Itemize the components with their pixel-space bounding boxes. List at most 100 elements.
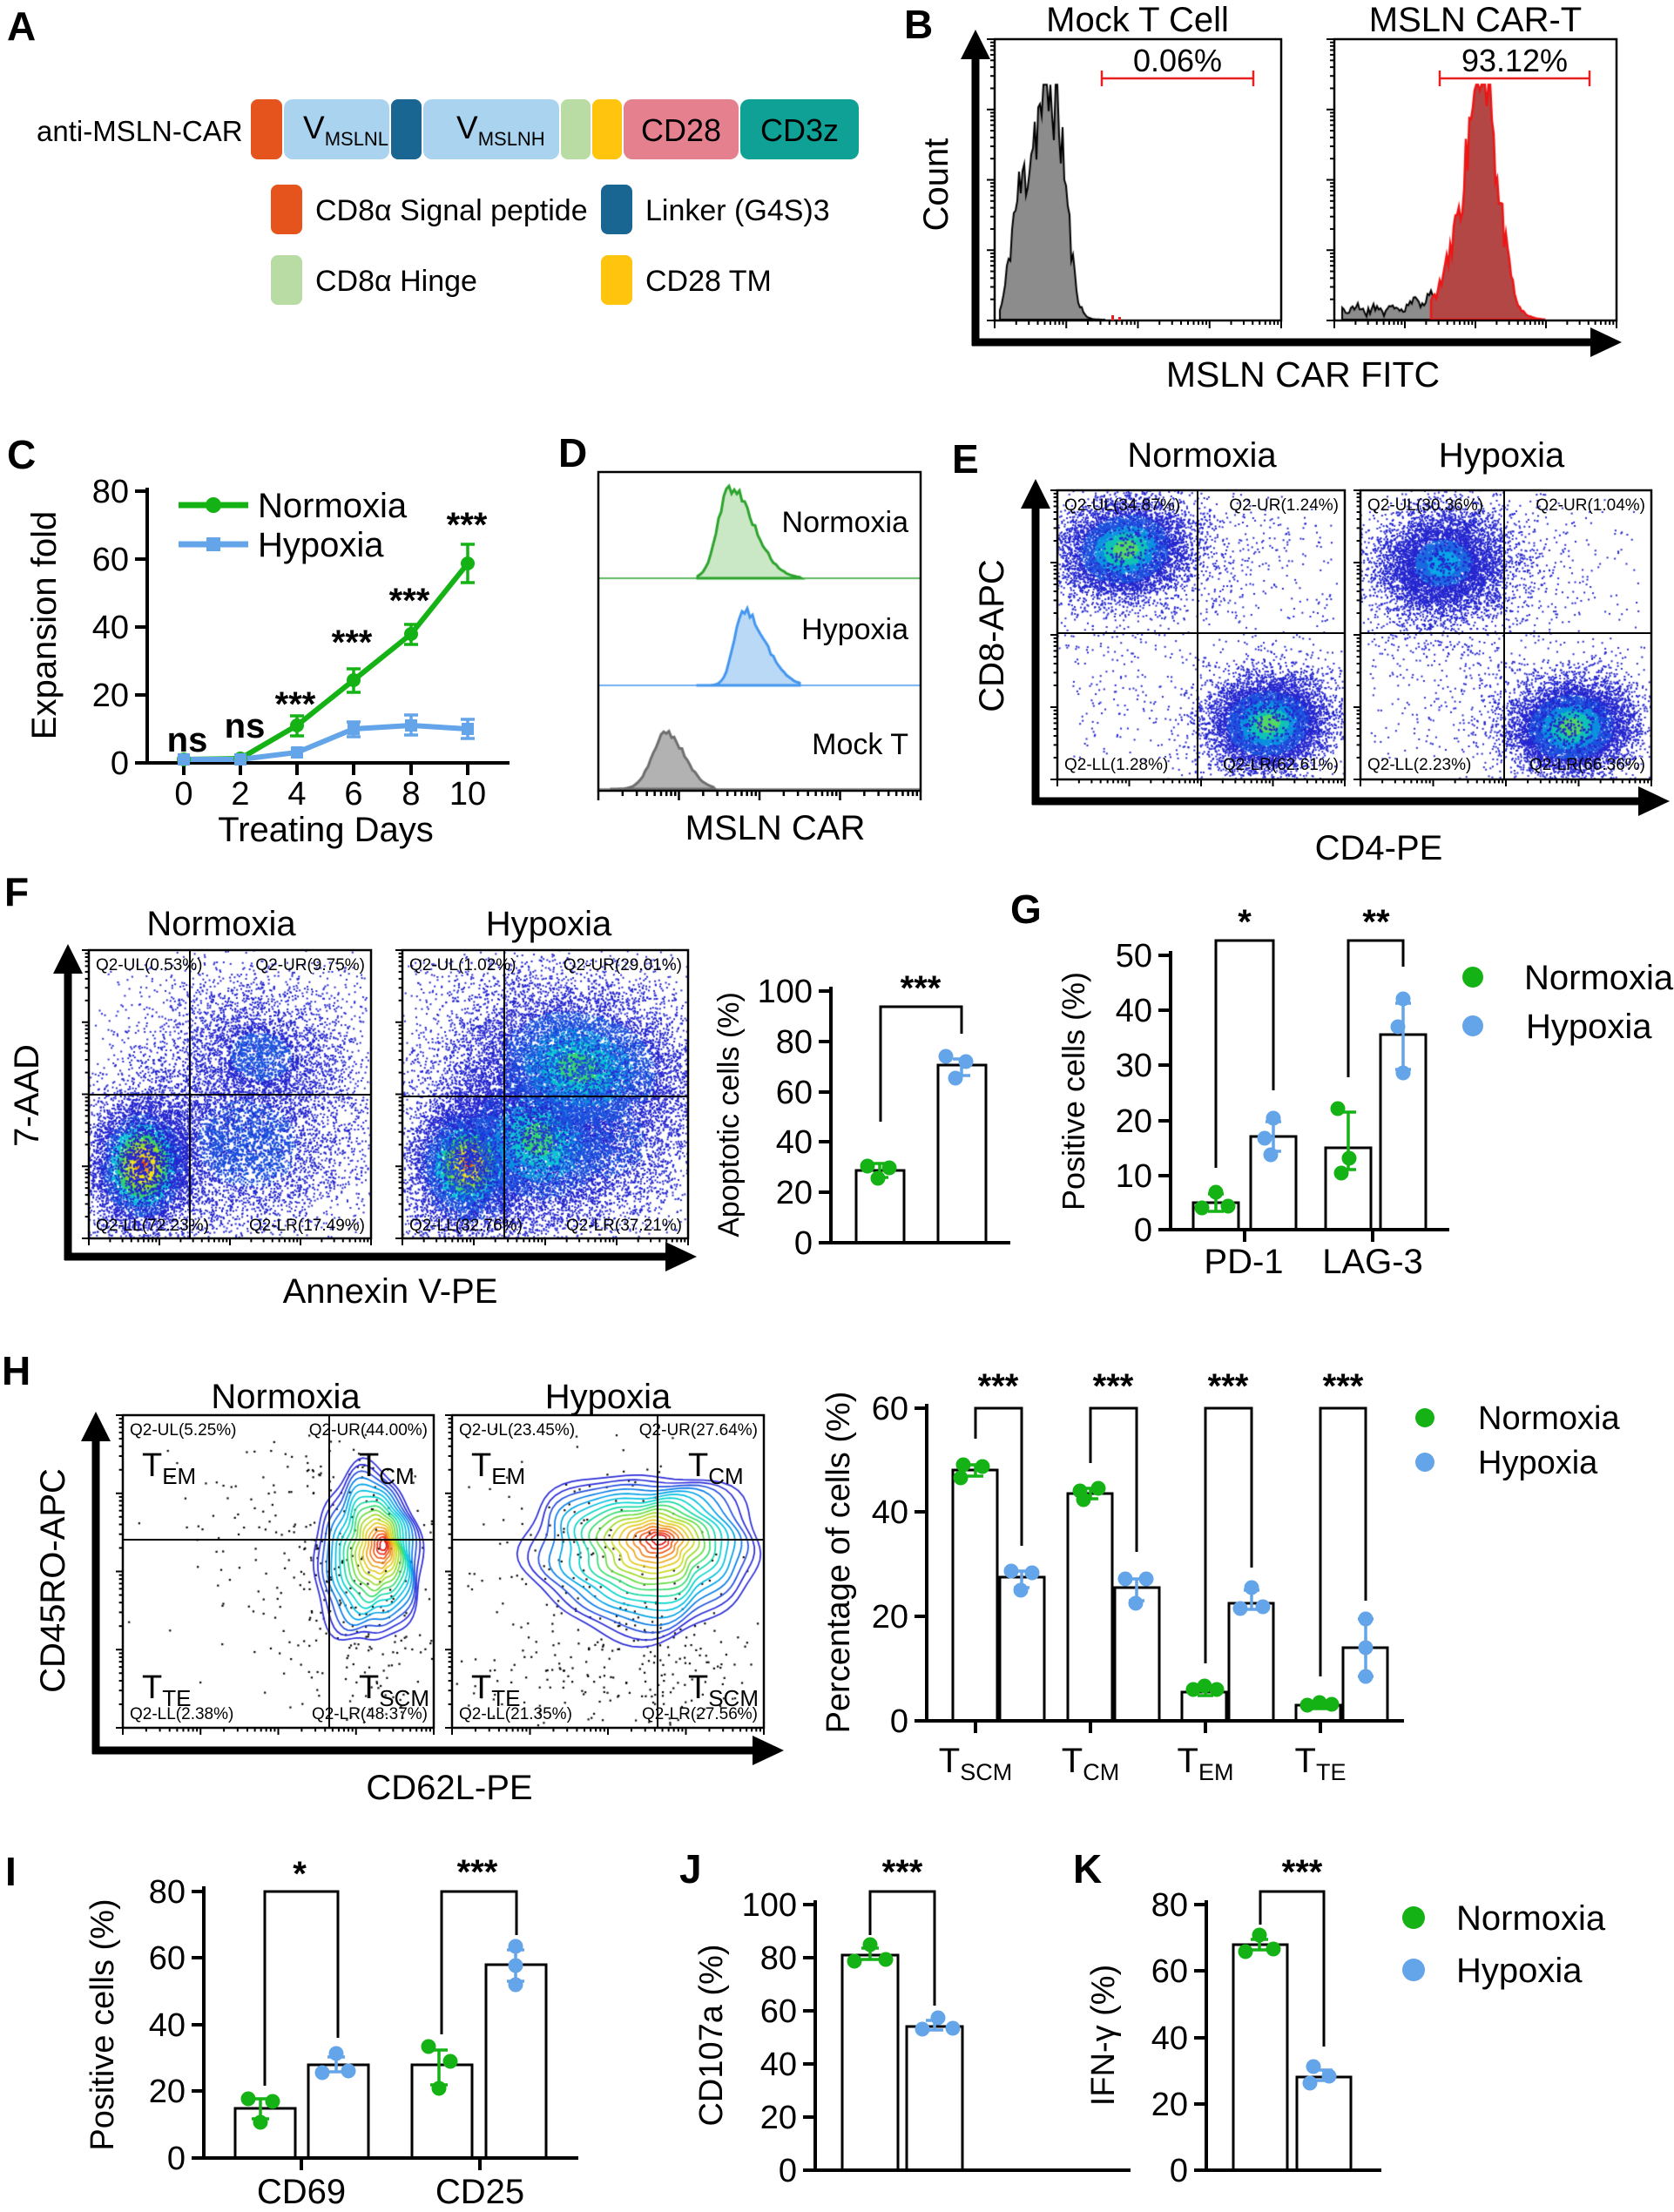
svg-text:20: 20 bbox=[1116, 1103, 1152, 1140]
svg-text:0.06%: 0.06% bbox=[1133, 43, 1222, 78]
svg-text:0: 0 bbox=[794, 1225, 813, 1262]
svg-text:CD4-PE: CD4-PE bbox=[1315, 829, 1443, 867]
svg-text:60: 60 bbox=[776, 1075, 813, 1111]
svg-text:TTE: TTE bbox=[471, 1669, 520, 1711]
svg-text:Q2-LL(32.76%): Q2-LL(32.76%) bbox=[409, 1217, 523, 1235]
svg-text:0: 0 bbox=[1170, 2153, 1188, 2189]
svg-text:2: 2 bbox=[231, 776, 249, 813]
svg-text:Q2-LR(17.49%): Q2-LR(17.49%) bbox=[249, 1217, 365, 1235]
svg-text:CD3z: CD3z bbox=[760, 112, 839, 148]
svg-text:***: *** bbox=[882, 1853, 923, 1892]
svg-text:Treating Days: Treating Days bbox=[218, 811, 434, 849]
svg-text:***: *** bbox=[389, 582, 430, 620]
svg-text:Normoxia: Normoxia bbox=[1127, 436, 1277, 475]
svg-text:**: ** bbox=[1362, 903, 1390, 941]
svg-text:Q2-LR(37.21%): Q2-LR(37.21%) bbox=[566, 1217, 682, 1235]
svg-text:D: D bbox=[558, 430, 587, 475]
svg-text:*: * bbox=[1238, 903, 1252, 941]
svg-text:Annexin V-PE: Annexin V-PE bbox=[283, 1272, 498, 1311]
svg-text:Hypoxia: Hypoxia bbox=[545, 1378, 672, 1416]
svg-text:anti-MSLN-CAR: anti-MSLN-CAR bbox=[37, 115, 243, 147]
svg-text:0: 0 bbox=[174, 776, 192, 813]
svg-text:40: 40 bbox=[92, 610, 129, 646]
svg-text:LAG-3: LAG-3 bbox=[1322, 1243, 1423, 1281]
svg-text:I: I bbox=[5, 1849, 17, 1894]
svg-text:Q2-LR(48.37%): Q2-LR(48.37%) bbox=[312, 1705, 428, 1723]
svg-text:60: 60 bbox=[149, 1940, 186, 1977]
svg-text:0: 0 bbox=[1134, 1212, 1152, 1249]
svg-text:60: 60 bbox=[872, 1391, 908, 1427]
svg-text:20: 20 bbox=[149, 2074, 186, 2110]
svg-text:CD107a (%): CD107a (%) bbox=[693, 1944, 730, 2126]
svg-text:CD25: CD25 bbox=[435, 2173, 524, 2211]
svg-text:Apoptotic cells (%): Apoptotic cells (%) bbox=[712, 992, 746, 1238]
svg-text:ns: ns bbox=[167, 721, 208, 759]
svg-text:0: 0 bbox=[779, 2153, 797, 2189]
svg-text:6: 6 bbox=[344, 776, 362, 813]
svg-text:Q2-LL(72.23%): Q2-LL(72.23%) bbox=[96, 1217, 209, 1235]
svg-text:0: 0 bbox=[111, 745, 129, 782]
svg-text:10: 10 bbox=[1116, 1158, 1152, 1195]
svg-text:50: 50 bbox=[1116, 938, 1152, 974]
svg-text:TEM: TEM bbox=[142, 1447, 196, 1489]
svg-text:Q2-UL(34.87%): Q2-UL(34.87%) bbox=[1064, 496, 1180, 515]
svg-text:PD-1: PD-1 bbox=[1204, 1243, 1283, 1281]
svg-text:CD28 TM: CD28 TM bbox=[645, 265, 772, 298]
svg-text:TSCM: TSCM bbox=[939, 1742, 1012, 1785]
svg-text:***: *** bbox=[447, 506, 488, 544]
svg-text:40: 40 bbox=[1116, 993, 1152, 1029]
svg-text:60: 60 bbox=[1151, 1953, 1188, 1990]
svg-text:J: J bbox=[679, 1846, 702, 1892]
svg-text:***: *** bbox=[275, 685, 316, 724]
svg-text:TCM: TCM bbox=[1062, 1742, 1119, 1785]
svg-text:40: 40 bbox=[1151, 2020, 1188, 2057]
svg-text:***: *** bbox=[1208, 1367, 1249, 1406]
svg-text:80: 80 bbox=[149, 1874, 186, 1911]
svg-text:Hypoxia: Hypoxia bbox=[486, 905, 612, 943]
svg-text:Hypoxia: Hypoxia bbox=[1439, 436, 1565, 475]
svg-text:Hypoxia: Hypoxia bbox=[1456, 1952, 1583, 1990]
svg-text:Normoxia: Normoxia bbox=[1478, 1400, 1620, 1437]
svg-text:Q2-UR(27.64%): Q2-UR(27.64%) bbox=[639, 1421, 758, 1440]
svg-text:Q2-LR(66.36%): Q2-LR(66.36%) bbox=[1529, 756, 1645, 774]
svg-text:K: K bbox=[1073, 1846, 1102, 1892]
svg-text:7-AAD: 7-AAD bbox=[8, 1044, 46, 1147]
svg-text:CD62L-PE: CD62L-PE bbox=[366, 1769, 532, 1807]
svg-text:Normoxia: Normoxia bbox=[1456, 1899, 1606, 1938]
svg-text:Hypoxia: Hypoxia bbox=[801, 613, 908, 646]
svg-text:20: 20 bbox=[872, 1599, 908, 1635]
svg-text:20: 20 bbox=[776, 1175, 813, 1211]
svg-text:G: G bbox=[1010, 887, 1042, 932]
svg-text:Percentage of cells (%): Percentage of cells (%) bbox=[820, 1392, 857, 1734]
svg-text:Q2-UR(29.01%): Q2-UR(29.01%) bbox=[564, 956, 682, 974]
svg-text:Count: Count bbox=[917, 138, 955, 232]
svg-text:8: 8 bbox=[402, 776, 420, 813]
svg-text:***: *** bbox=[1093, 1367, 1134, 1406]
svg-text:TSCM: TSCM bbox=[688, 1669, 759, 1711]
svg-text:***: *** bbox=[1282, 1853, 1323, 1892]
svg-text:Hypoxia: Hypoxia bbox=[258, 526, 384, 564]
svg-text:TTE: TTE bbox=[1295, 1742, 1347, 1785]
svg-text:CD45RO-APC: CD45RO-APC bbox=[34, 1468, 72, 1693]
svg-text:TTE: TTE bbox=[142, 1669, 191, 1711]
svg-text:Q2-UL(23.45%): Q2-UL(23.45%) bbox=[459, 1421, 575, 1440]
svg-text:Normoxia: Normoxia bbox=[258, 487, 408, 525]
svg-text:B: B bbox=[904, 2, 933, 47]
svg-text:Q2-UL(30.36%): Q2-UL(30.36%) bbox=[1367, 496, 1483, 515]
svg-text:TEM: TEM bbox=[471, 1447, 525, 1489]
svg-text:Normoxia: Normoxia bbox=[211, 1378, 361, 1416]
svg-text:Expansion fold: Expansion fold bbox=[25, 511, 64, 739]
svg-text:E: E bbox=[952, 436, 979, 482]
svg-text:Hypoxia: Hypoxia bbox=[1526, 1008, 1652, 1046]
svg-text:0: 0 bbox=[167, 2141, 186, 2177]
svg-text:CD28: CD28 bbox=[641, 112, 721, 148]
svg-text:Q2-LL(2.23%): Q2-LL(2.23%) bbox=[1367, 756, 1471, 774]
svg-text:Q2-LL(2.38%): Q2-LL(2.38%) bbox=[130, 1705, 233, 1723]
svg-text:F: F bbox=[4, 869, 29, 914]
svg-text:***: *** bbox=[901, 969, 942, 1008]
svg-text:IFN-γ (%): IFN-γ (%) bbox=[1085, 1965, 1122, 2107]
svg-text:80: 80 bbox=[1151, 1887, 1188, 1924]
svg-text:20: 20 bbox=[760, 2100, 797, 2136]
svg-text:100: 100 bbox=[758, 974, 813, 1010]
svg-text:A: A bbox=[7, 3, 36, 49]
